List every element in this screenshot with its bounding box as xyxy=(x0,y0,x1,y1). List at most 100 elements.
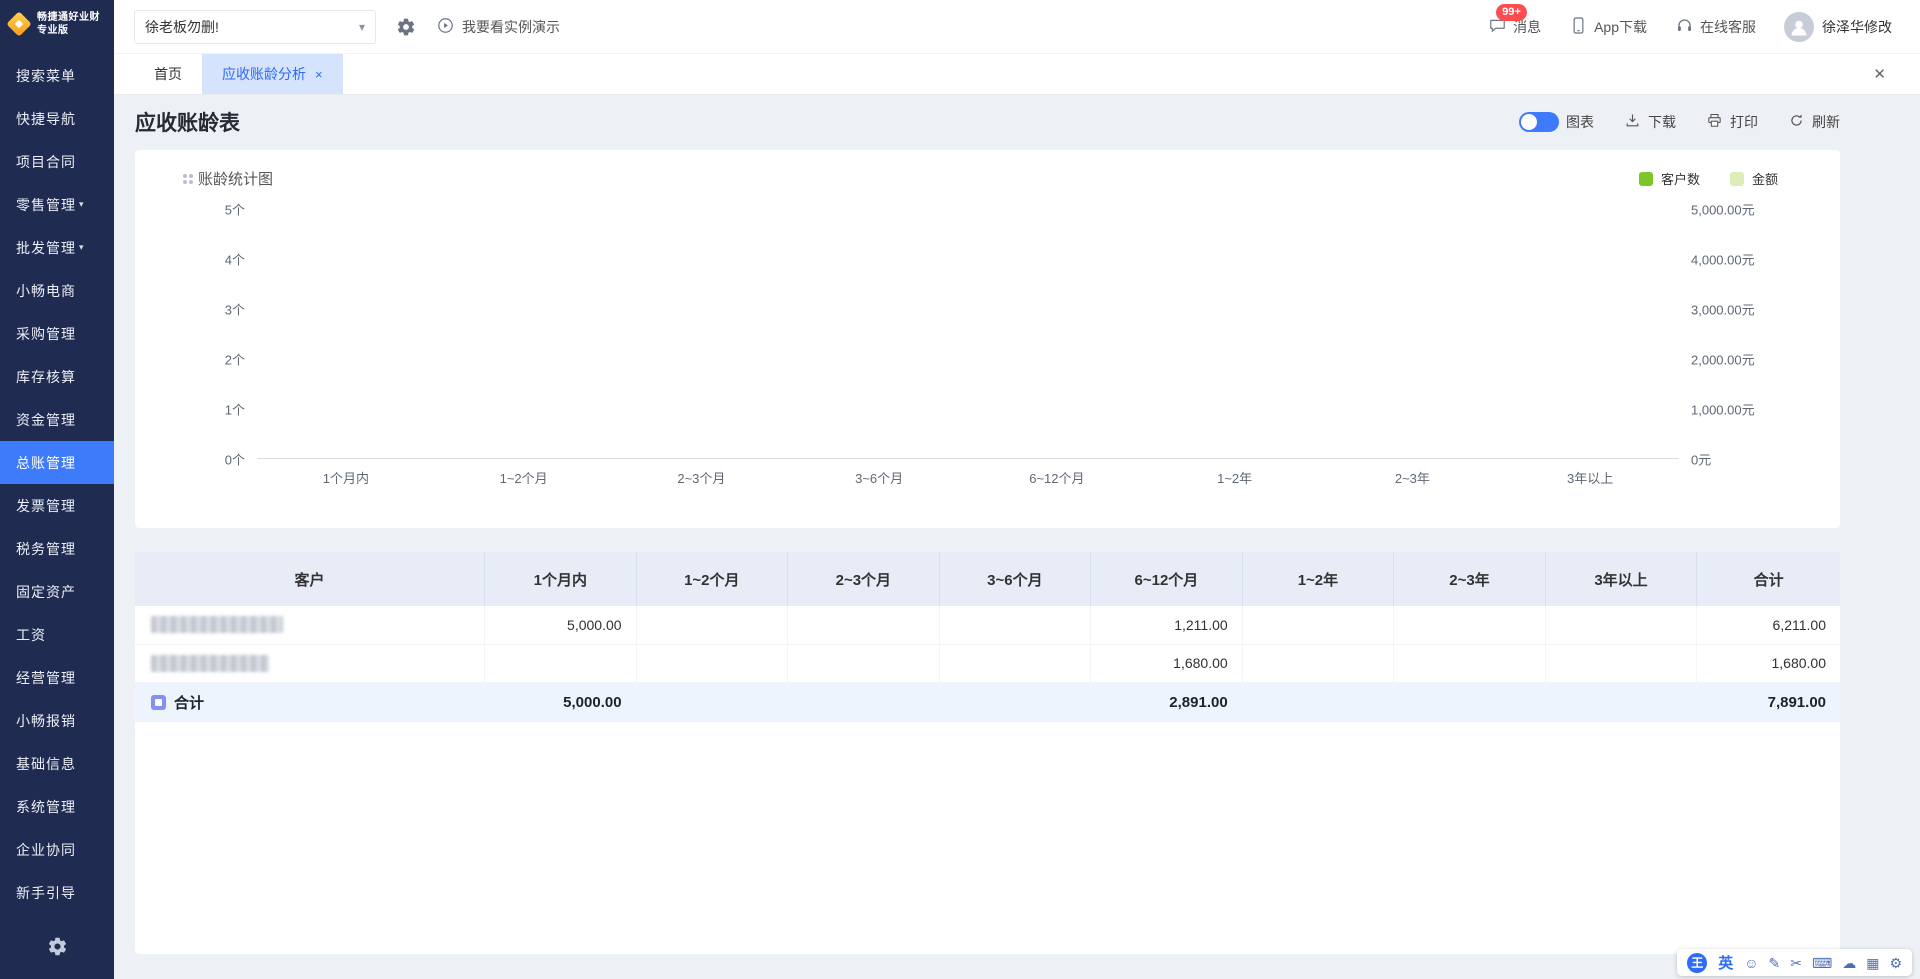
x-axis-label: 3~6个月 xyxy=(855,471,904,486)
sidebar-item-8[interactable]: 库存核算 xyxy=(0,355,114,398)
y-tick: 1个 xyxy=(224,402,245,418)
sidebar-item-11[interactable]: 发票管理 xyxy=(0,484,114,527)
total-row-icon xyxy=(151,694,166,710)
table-row: 5,000.00 1,211.00 6,211.00 xyxy=(135,606,1840,645)
printer-icon xyxy=(1706,112,1723,132)
x-axis-label: 2~3个月 xyxy=(677,471,726,486)
tab-close-icon[interactable]: × xyxy=(315,66,323,82)
sidebar-item-label: 固定资产 xyxy=(16,583,76,600)
chart-view-toggle[interactable]: 图表 xyxy=(1519,112,1594,132)
total-value-cell xyxy=(1242,681,1395,722)
sidebar-item-label: 库存核算 xyxy=(16,368,76,385)
sidebar-item-label: 采购管理 xyxy=(16,325,76,342)
sidebar-item-4[interactable]: 零售管理 ▾ xyxy=(0,183,114,226)
ime-icon-4[interactable]: ⌨ xyxy=(1811,954,1833,971)
redacted-customer-name xyxy=(151,616,283,634)
sidebar-item-label: 工资 xyxy=(16,626,46,643)
x-axis-label: 1~2年 xyxy=(1217,471,1253,486)
ime-icon-1[interactable]: ☺ xyxy=(1744,954,1759,971)
sidebar-item-2[interactable]: 快捷导航 xyxy=(0,97,114,140)
close-icon[interactable]: ✕ xyxy=(1873,66,1886,83)
logo-title: 畅捷通好业财 xyxy=(37,11,100,23)
sidebar-item-5[interactable]: 批发管理 ▾ xyxy=(0,226,114,269)
sidebar-item-17[interactable]: 基础信息 xyxy=(0,742,114,785)
sidebar-item-19[interactable]: 企业协同 xyxy=(0,828,114,871)
sidebar-item-label: 小畅电商 xyxy=(16,282,76,299)
total-value-cell: 2,891.00 xyxy=(1090,681,1243,722)
sidebar-item-3[interactable]: 项目合同 xyxy=(0,140,114,183)
ime-mode-toggle[interactable]: 英 xyxy=(1718,955,1734,972)
sidebar-item-label: 项目合同 xyxy=(16,153,76,170)
aging-table: 客户 1个月内 1~2个月 2~3个月 3~6个月 6~12个月 1~2年 2~3年 3年以上合… xyxy=(135,552,1840,722)
sidebar-item-1[interactable]: 搜索菜单 xyxy=(0,54,114,97)
avatar xyxy=(1784,11,1814,42)
y-axis-right: 5,000.00元 4,000.00元 3,000.00元 2,000.00元 1,00… xyxy=(1679,203,1804,468)
account-selector[interactable]: 徐老板勿删! ▾ xyxy=(134,9,376,44)
ime-toolbar[interactable]: 王 英 ☺ ✎ ✂ ⌨ ☁ ▦ ⚙ xyxy=(1677,949,1912,976)
sidebar-item-label: 搜索菜单 xyxy=(16,67,76,84)
sidebar-item-10[interactable]: 总账管理 xyxy=(0,441,114,484)
legend-item-2[interactable]: 金额 xyxy=(1729,169,1778,188)
download-button[interactable]: 下载 xyxy=(1624,112,1676,132)
sidebar-item-12[interactable]: 税务管理 xyxy=(0,527,114,570)
print-button[interactable]: 打印 xyxy=(1706,112,1758,132)
topbar-gear-icon[interactable] xyxy=(396,17,416,37)
tab-aging-analysis[interactable]: 应收账龄分析 × xyxy=(202,54,343,94)
ime-logo-icon[interactable]: 王 xyxy=(1687,952,1708,973)
sidebar-item-13[interactable]: 固定资产 xyxy=(0,570,114,613)
total-label-text: 合计 xyxy=(174,694,205,712)
value-cell xyxy=(636,606,789,645)
value-cell xyxy=(939,606,1092,645)
sidebar-item-9[interactable]: 资金管理 xyxy=(0,398,114,441)
logo-text: 畅捷通好业财 专业版 xyxy=(37,11,100,38)
settings-gear-icon[interactable] xyxy=(47,936,68,962)
sidebar-item-label: 新手引导 xyxy=(16,884,76,901)
ime-icon-3[interactable]: ✂ xyxy=(1790,954,1802,971)
value-cell: 1,680.00 xyxy=(1696,644,1840,683)
legend-swatch xyxy=(1638,171,1653,186)
support-button[interactable]: 在线客服 xyxy=(1675,16,1756,38)
sidebar-item-7[interactable]: 采购管理 xyxy=(0,312,114,355)
value-cell: 6,211.00 xyxy=(1696,606,1840,645)
sidebar-item-18[interactable]: 系统管理 xyxy=(0,785,114,828)
refresh-button[interactable]: 刷新 xyxy=(1788,112,1840,132)
x-axis-label: 3年以上 xyxy=(1567,471,1614,486)
tab-home-label: 首页 xyxy=(154,66,182,82)
user-menu[interactable]: 徐泽华修改 xyxy=(1784,11,1892,42)
x-axis-label: 2~3年 xyxy=(1394,471,1430,486)
sidebar-item-15[interactable]: 经营管理 xyxy=(0,656,114,699)
toggle-switch[interactable] xyxy=(1519,112,1559,132)
sidebar-item-label: 企业协同 xyxy=(16,841,76,858)
demo-link[interactable]: 我要看实例演示 xyxy=(436,16,560,38)
y-tick: 2个 xyxy=(224,352,245,368)
page-controls: 图表 下载 打印 xyxy=(1519,112,1840,132)
aging-table-card: 客户 1个月内 1~2个月 2~3个月 3~6个月 6~12个月 1~2年 2~3年 3年以上合… xyxy=(135,552,1840,954)
table-header-cell: 2~3个月 xyxy=(787,552,940,606)
tab-home[interactable]: 首页 xyxy=(134,54,202,94)
legend-item-1[interactable]: 客户数 xyxy=(1638,169,1700,188)
chart-title-wrap: 账龄统计图 xyxy=(183,168,273,189)
ime-icon-2[interactable]: ✎ xyxy=(1768,954,1781,971)
ime-icon-6[interactable]: ▦ xyxy=(1866,954,1880,971)
headset-icon xyxy=(1675,16,1694,38)
messages-label: 消息 xyxy=(1513,18,1542,35)
sidebar-item-6[interactable]: 小畅电商 xyxy=(0,269,114,312)
legend-swatch xyxy=(1729,171,1744,186)
value-cell xyxy=(1545,606,1698,645)
refresh-label: 刷新 xyxy=(1812,114,1840,130)
total-value-cell xyxy=(636,681,789,722)
sidebar-item-14[interactable]: 工资 xyxy=(0,613,114,656)
app-download-button[interactable]: App下载 xyxy=(1569,16,1647,38)
ime-icon-7[interactable]: ⚙ xyxy=(1889,954,1902,971)
ime-icon-5[interactable]: ☁ xyxy=(1842,954,1857,971)
sidebar-item-20[interactable]: 新手引导 xyxy=(0,871,114,914)
table-header-cell: 合计 xyxy=(1696,552,1840,606)
y-tick: 1,000.00元 xyxy=(1691,402,1755,418)
sidebar-item-16[interactable]: 小畅报销 xyxy=(0,699,114,742)
y-tick: 0元 xyxy=(1691,452,1712,468)
y-tick: 3,000.00元 xyxy=(1691,302,1755,318)
value-cell xyxy=(1545,644,1698,683)
chart-grid: 5个 4个 3个 2个 1个 0个 5,000.00元 4,000.00元 3,000.00元… xyxy=(135,189,1840,487)
messages-button[interactable]: 99+ 消息 xyxy=(1488,3,1542,38)
